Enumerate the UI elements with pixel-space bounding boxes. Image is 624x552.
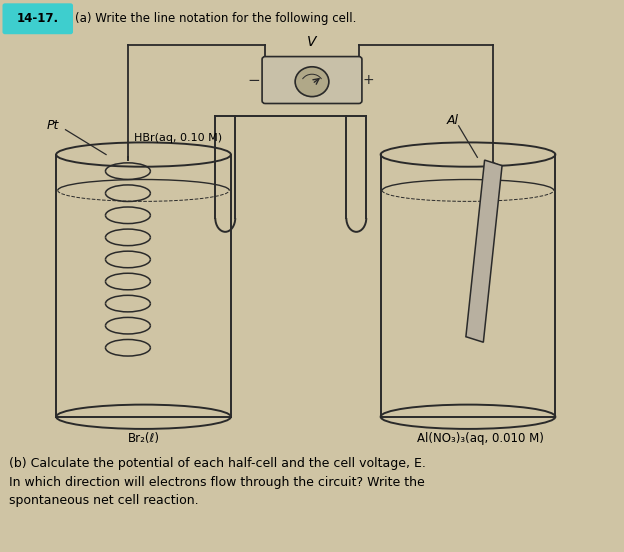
Text: Pt: Pt <box>47 119 59 132</box>
FancyBboxPatch shape <box>262 56 362 104</box>
Text: (a) Write the line notation for the following cell.: (a) Write the line notation for the foll… <box>75 12 356 25</box>
Text: (b) Calculate the potential of each half-cell and the cell voltage, E.
In which : (b) Calculate the potential of each half… <box>9 457 426 507</box>
Text: Al(NO₃)₃(aq, 0.010 M): Al(NO₃)₃(aq, 0.010 M) <box>417 432 544 445</box>
Circle shape <box>295 67 329 97</box>
Text: V: V <box>307 35 317 49</box>
Polygon shape <box>466 160 502 342</box>
Text: +: + <box>363 73 374 87</box>
Text: Br₂(ℓ): Br₂(ℓ) <box>127 432 160 445</box>
FancyBboxPatch shape <box>2 3 73 34</box>
Text: 14-17.: 14-17. <box>16 12 59 25</box>
Text: Al: Al <box>446 114 459 127</box>
Text: −: − <box>248 72 260 88</box>
Text: HBr(aq, 0.10 M): HBr(aq, 0.10 M) <box>134 133 222 143</box>
